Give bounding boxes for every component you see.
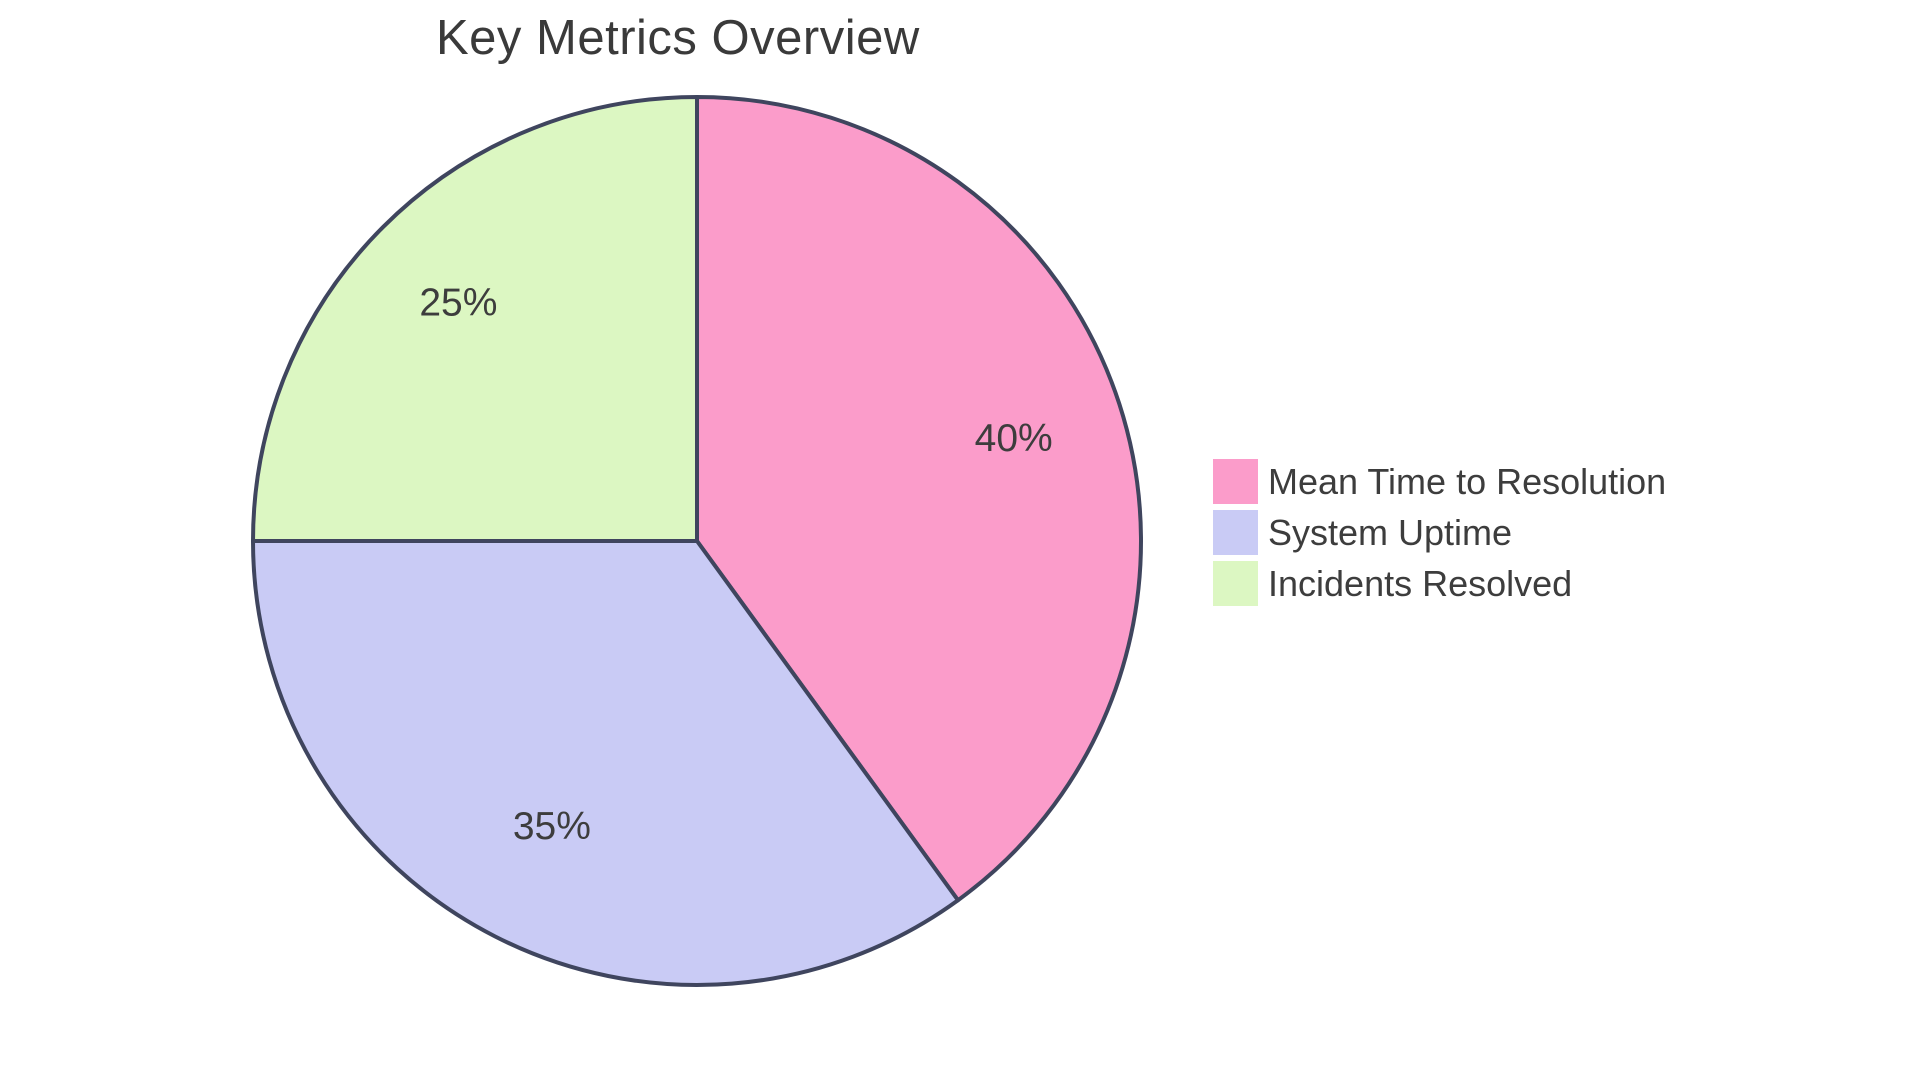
slice-percent-label-mean-time-to-resolution: 40% xyxy=(975,417,1053,460)
legend-swatch-mean-time-to-resolution xyxy=(1213,459,1258,504)
legend-label-mean-time-to-resolution: Mean Time to Resolution xyxy=(1268,461,1667,502)
slice-percent-label-system-uptime: 35% xyxy=(513,805,591,848)
pie-slice-mean-time-to-resolution xyxy=(695,95,1143,903)
legend-swatch-system-uptime xyxy=(1213,510,1258,555)
legend-label-system-uptime: System Uptime xyxy=(1268,512,1513,553)
slice-percent-label-incidents-resolved: 25% xyxy=(419,281,497,324)
chart-title: Key Metrics Overview xyxy=(436,11,920,65)
legend-label-incidents-resolved: Incidents Resolved xyxy=(1268,563,1573,604)
legend-item-system-uptime: System Uptime xyxy=(1213,510,1666,555)
pie-slice-system-uptime xyxy=(251,539,960,987)
legend-swatch-incidents-resolved xyxy=(1213,561,1258,606)
legend-item-incidents-resolved: Incidents Resolved xyxy=(1213,561,1666,606)
pie-slice-labels-group: 40% 35% 25% xyxy=(419,281,1052,847)
pie-slices-group xyxy=(251,95,1143,987)
pie-slice-incidents-resolved xyxy=(251,95,699,543)
legend: Mean Time to Resolution System Uptime Inci… xyxy=(1213,459,1666,606)
legend-item-mean-time-to-resolution: Mean Time to Resolution xyxy=(1213,459,1666,504)
